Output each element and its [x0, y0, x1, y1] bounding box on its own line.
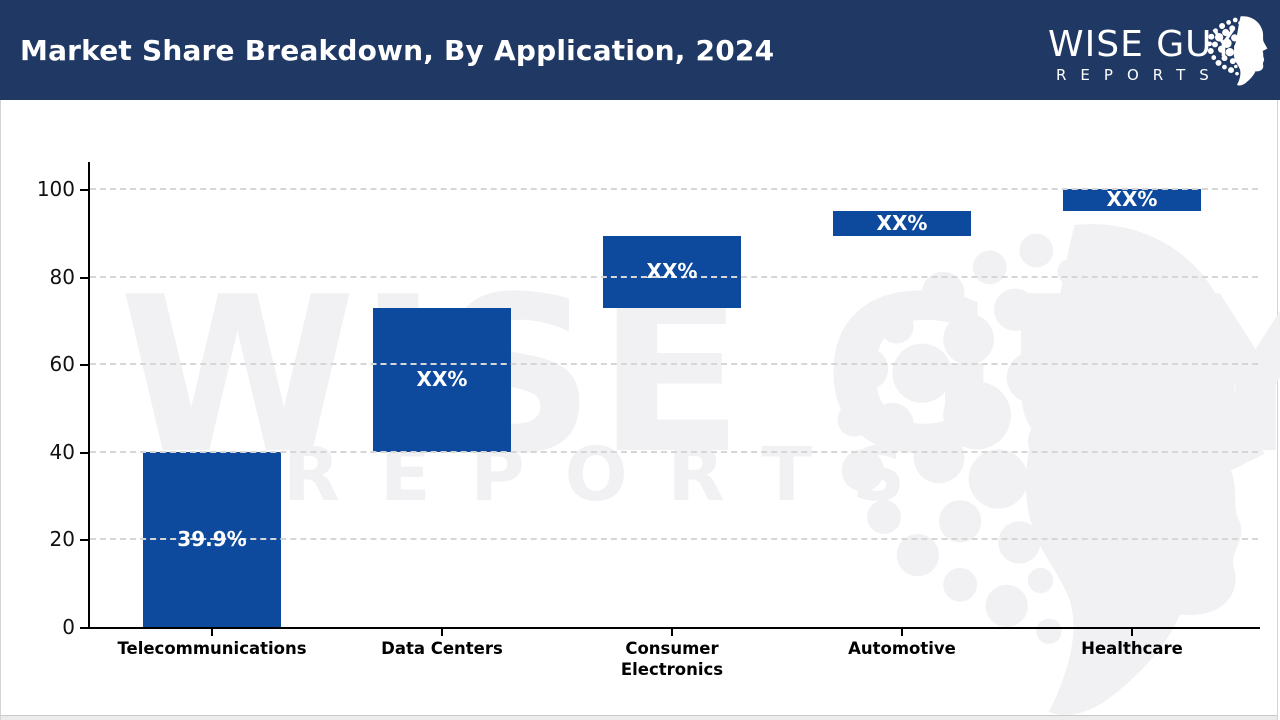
logo-wordmark: WISE GUY [1048, 24, 1236, 65]
x-axis-tick [1131, 629, 1133, 636]
y-axis-tick-label: 100 [36, 177, 75, 201]
y-axis-tick [80, 364, 88, 367]
y-axis-tick-label: 80 [49, 264, 75, 289]
y-axis-tick-label: 0 [62, 615, 75, 639]
header-bar: Market Share Breakdown, By Application, … [0, 0, 1280, 100]
wise-guy-head-logo-icon [1207, 16, 1268, 86]
page-title: Market Share Breakdown, By Application, … [20, 34, 775, 67]
x-axis-spine [88, 627, 1260, 629]
bar-value-label: XX% [416, 366, 468, 391]
grid-line [90, 188, 1258, 190]
wise-guy-head-watermark-icon [837, 224, 1265, 716]
bar [373, 307, 511, 453]
y-axis-tick [80, 451, 88, 454]
y-axis-tick-label: 40 [49, 439, 75, 464]
bar [833, 210, 971, 237]
bar-value-label: XX% [646, 259, 698, 283]
chart-canvas: WISE GUY REPORTS 0 20 40 60 80 100 39.9% Teleco… [0, 100, 1280, 720]
bar-value-label: XX% [876, 210, 928, 235]
y-axis-tick [80, 627, 88, 629]
logo-subtitle: REPORTS [1056, 66, 1223, 84]
grid-line [90, 450, 1258, 453]
grid-line [90, 538, 1258, 541]
wise-guy-reports-logo: WISE GUY REPORTS [1008, 6, 1268, 96]
y-axis-tick [80, 189, 88, 191]
x-axis-tick [901, 629, 903, 636]
category-label: Consumer Electronics [620, 639, 724, 679]
x-axis-tick [441, 629, 443, 636]
y-axis-spine [88, 162, 90, 629]
bottom-border-strip [1, 715, 1277, 720]
category-label: Healthcare [1081, 639, 1183, 658]
bar-value-label: 39.9% [177, 526, 247, 551]
y-axis-tick-label: 60 [49, 352, 75, 377]
category-label: Telecommunications [117, 639, 307, 658]
y-axis-tick [80, 276, 88, 279]
category-label: Data Centers [381, 639, 503, 658]
bar-value-label: XX% [1106, 186, 1158, 211]
x-axis-tick [211, 629, 213, 636]
grid-line [90, 363, 1258, 366]
y-axis-tick [80, 539, 88, 542]
bar [603, 236, 741, 308]
grid-line [90, 275, 1258, 278]
x-axis-tick [671, 629, 673, 636]
category-label: Automotive [848, 639, 956, 658]
bar [1063, 189, 1201, 211]
y-axis-tick-label: 20 [49, 527, 75, 552]
